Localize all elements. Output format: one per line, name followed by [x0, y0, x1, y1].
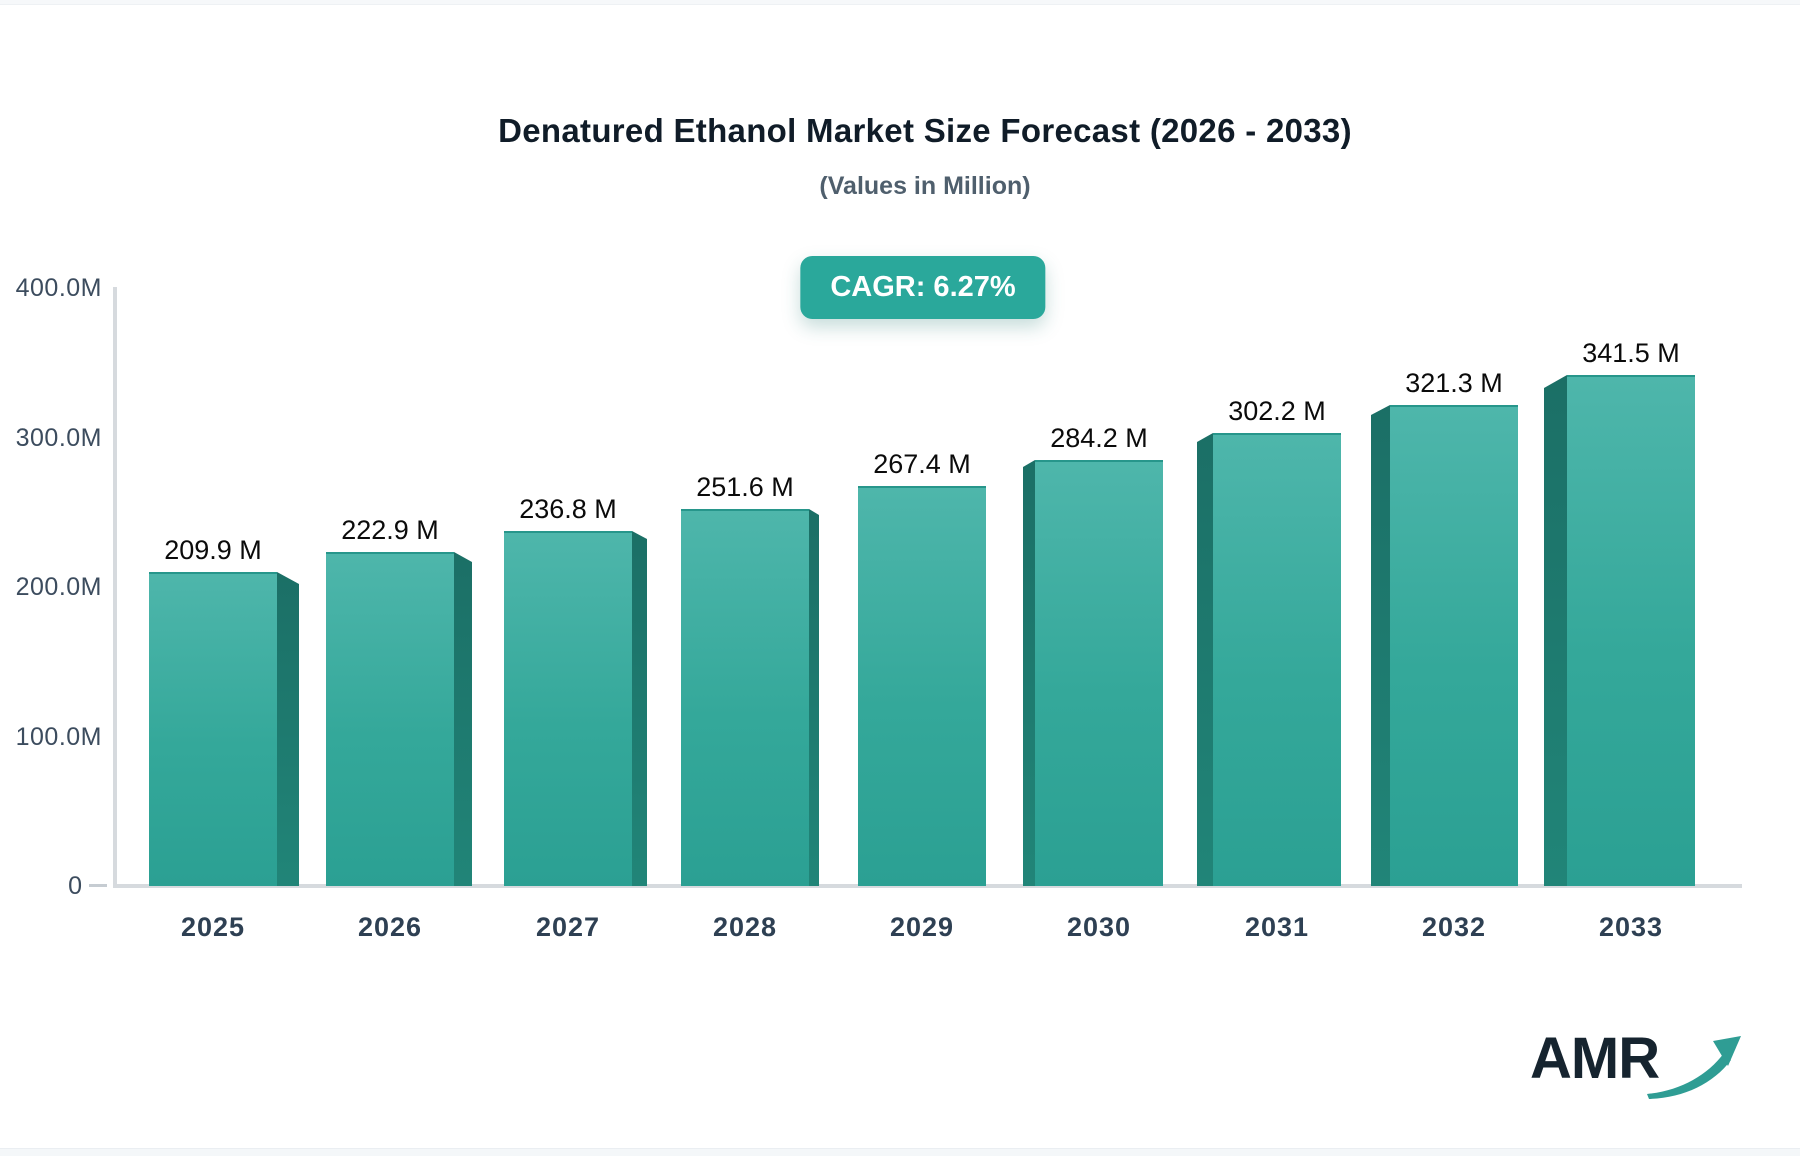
bar-side-face	[809, 509, 819, 886]
bar-value-label: 209.9 M	[164, 535, 262, 565]
bar-value-label: 341.5 M	[1582, 338, 1680, 368]
bar-side-face	[1371, 405, 1390, 886]
bar-value-label: 267.4 M	[873, 449, 971, 479]
amr-logo: AMR	[1530, 1030, 1743, 1100]
x-axis-tick-label: 2025	[180, 912, 246, 942]
bar-side-face	[1023, 460, 1035, 886]
bar-value-label: 321.3 M	[1405, 368, 1503, 398]
chart-title: Denatured Ethanol Market Size Forecast (…	[498, 112, 1352, 149]
y-axis-tick-label: 100.0M	[15, 723, 102, 751]
bar-side-face	[1197, 433, 1213, 886]
bar	[681, 509, 809, 886]
bar-side-face	[454, 552, 472, 886]
bar	[326, 552, 454, 886]
x-axis-tick-label: 2027	[535, 912, 601, 942]
x-axis-tick-label: 2031	[1244, 912, 1310, 942]
bar	[504, 531, 632, 886]
page-edge-top	[0, 0, 1800, 5]
bar	[149, 572, 277, 886]
amr-logo-text: AMR	[1530, 1026, 1660, 1091]
x-axis-tick-label: 2028	[712, 912, 778, 942]
chart-subtitle: (Values in Million)	[819, 172, 1031, 200]
x-axis-tick-label: 2029	[889, 912, 955, 942]
bar	[1213, 433, 1341, 886]
bar	[1035, 460, 1163, 886]
bar-side-face	[1544, 375, 1567, 886]
y-axis-tick-label: 200.0M	[15, 573, 102, 601]
y-axis-tick-label: 0	[68, 872, 82, 900]
x-axis-line	[113, 884, 1742, 888]
bar-side-face	[277, 572, 299, 886]
x-axis-tick-label: 2033	[1598, 912, 1664, 942]
cagr-badge: CAGR: 6.27%	[800, 256, 1046, 319]
bar-value-label: 251.6 M	[696, 472, 794, 502]
y-axis-line	[113, 287, 117, 888]
zero-tick-mark	[89, 884, 107, 887]
x-axis-tick-label: 2026	[357, 912, 423, 942]
y-axis-tick-label: 300.0M	[15, 424, 102, 452]
bar-value-label: 236.8 M	[519, 494, 617, 524]
bar	[858, 486, 986, 886]
bar	[1390, 405, 1518, 886]
y-axis-tick-label: 400.0M	[15, 274, 102, 302]
bar-value-label: 302.2 M	[1228, 396, 1326, 426]
bar	[1567, 375, 1695, 886]
page-edge-bottom	[0, 1148, 1800, 1156]
growth-arrow-icon	[1647, 1036, 1742, 1099]
bar-value-label: 284.2 M	[1050, 423, 1148, 453]
x-axis-tick-label: 2032	[1421, 912, 1487, 942]
bar-side-face	[632, 531, 647, 886]
x-axis-tick-label: 2030	[1066, 912, 1132, 942]
bar-value-label: 222.9 M	[341, 515, 439, 545]
